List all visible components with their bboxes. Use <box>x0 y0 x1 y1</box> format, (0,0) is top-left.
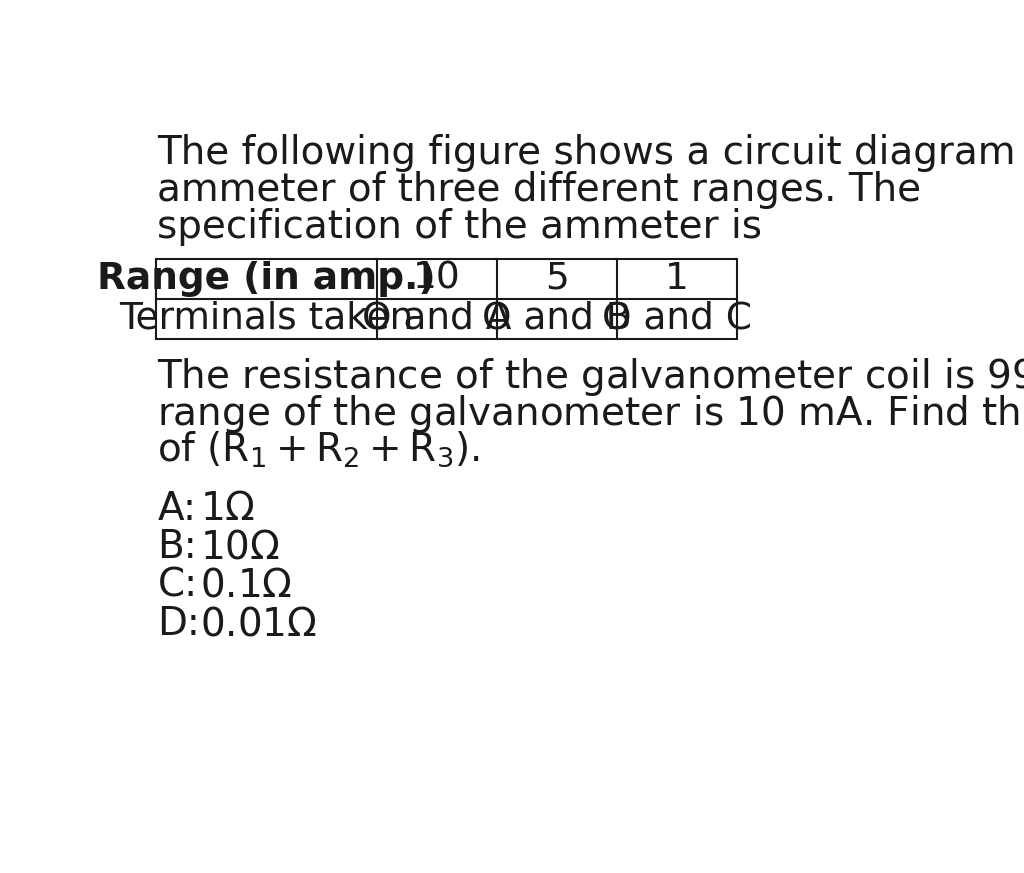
Text: range of the galvanometer is $10\ \mathrm{mA}$. Find the value: range of the galvanometer is $10\ \mathr… <box>158 393 1024 435</box>
Text: D:: D: <box>158 605 201 643</box>
Text: of $\left(\mathrm{R_{1} + R_{2} + R_{3}}\right)$.: of $\left(\mathrm{R_{1} + R_{2} + R_{3}}… <box>158 430 480 470</box>
Text: 10: 10 <box>413 261 461 297</box>
Text: 5: 5 <box>545 261 569 297</box>
Text: O and A: O and A <box>362 301 512 337</box>
Text: ammeter of three different ranges. The: ammeter of three different ranges. The <box>158 171 922 209</box>
Text: The resistance of the galvanometer coil is $99\Omega$. The: The resistance of the galvanometer coil … <box>158 356 1024 398</box>
Text: $10\Omega$: $10\Omega$ <box>200 528 280 567</box>
Text: C:: C: <box>158 567 198 605</box>
Text: O and B: O and B <box>482 301 632 337</box>
Text: Terminals taken: Terminals taken <box>119 301 414 337</box>
Text: The following figure shows a circuit diagram of an: The following figure shows a circuit dia… <box>158 134 1024 172</box>
Text: specification of the ammeter is: specification of the ammeter is <box>158 208 763 246</box>
Text: Range (in amp.): Range (in amp.) <box>97 261 435 297</box>
Text: $0.1\Omega$: $0.1\Omega$ <box>200 567 292 605</box>
Text: $1\Omega$: $1\Omega$ <box>200 490 255 528</box>
Text: O and C: O and C <box>602 301 752 337</box>
Text: 1: 1 <box>666 261 689 297</box>
Text: B:: B: <box>158 528 198 567</box>
Text: $0.01\Omega$: $0.01\Omega$ <box>200 605 316 643</box>
Text: A:: A: <box>158 490 197 528</box>
Bar <box>156 258 737 339</box>
